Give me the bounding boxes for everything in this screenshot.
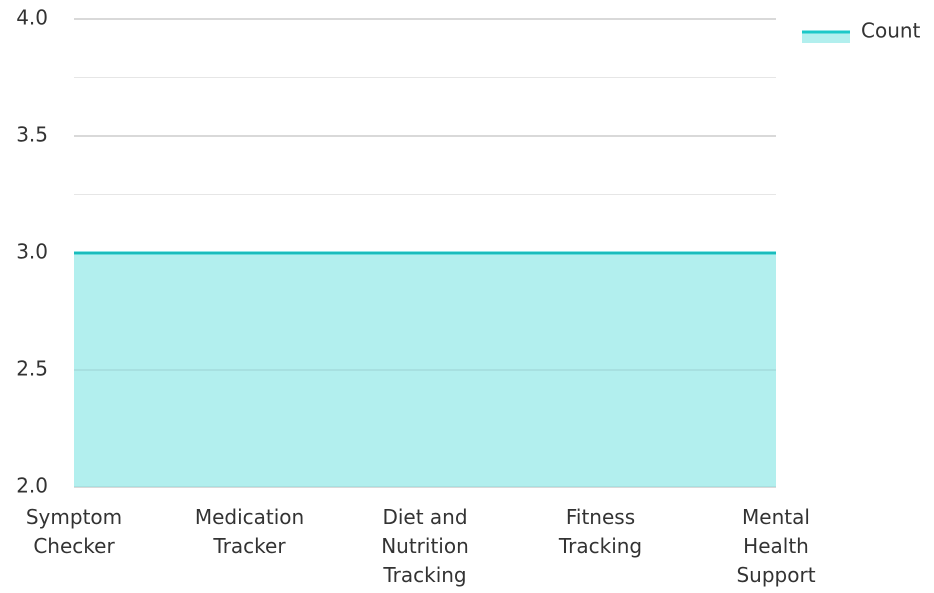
x-tick-label: Mental Health Support [736, 505, 816, 587]
area [74, 253, 776, 487]
y-tick-label: 3.5 [16, 123, 48, 147]
x-tick-label: Symptom Checker [25, 505, 123, 558]
legend-swatch [802, 31, 850, 43]
x-tick-label: Fitness Tracking [558, 505, 643, 558]
legend-label: Count [861, 19, 921, 43]
y-tick-label: 2.0 [16, 474, 48, 498]
x-tick-label: Diet and Nutrition Tracking [381, 505, 469, 587]
y-tick-label: 4.0 [16, 6, 48, 30]
y-tick-label: 3.0 [16, 240, 48, 264]
y-tick-label: 2.5 [16, 357, 48, 381]
x-tick-label: Medication Tracker [194, 505, 305, 558]
